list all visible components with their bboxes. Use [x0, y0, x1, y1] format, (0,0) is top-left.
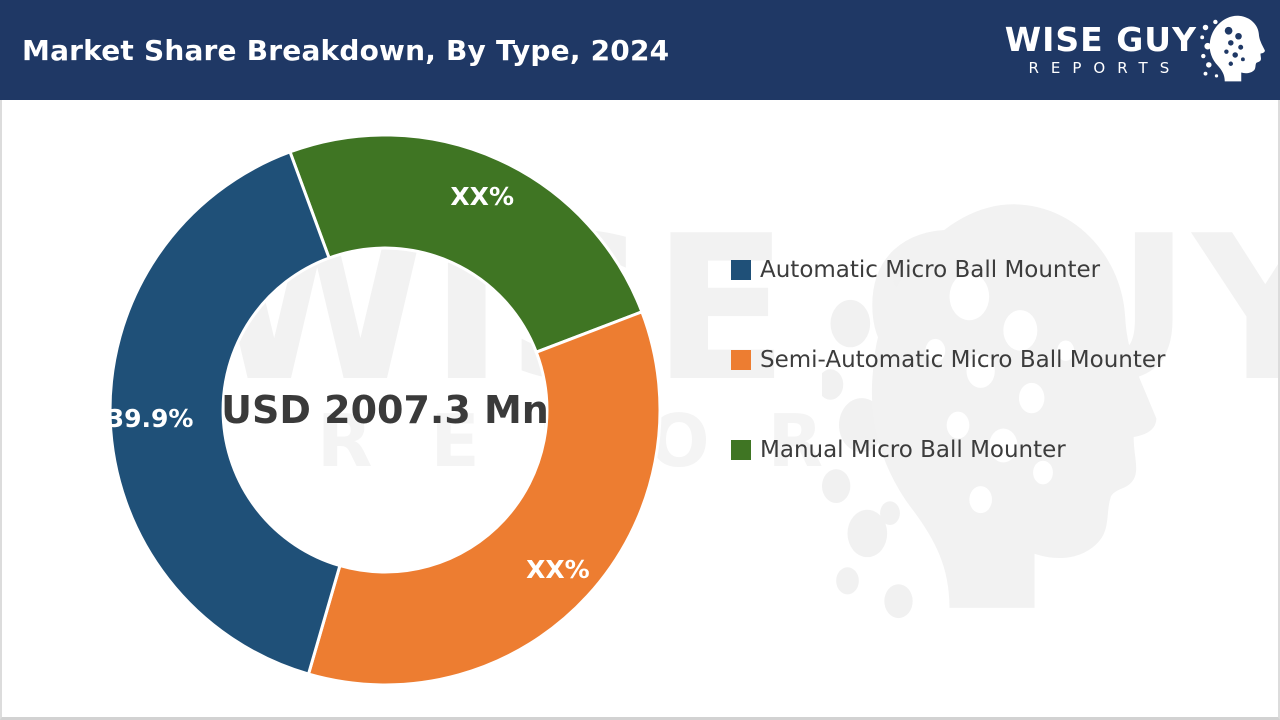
slice-percentage-label: 39.9%	[107, 404, 194, 433]
watermark-face-icon	[822, 204, 1157, 619]
header-bar: Market Share Breakdown, By Type, 2024 WI…	[0, 0, 1280, 100]
logo-name: WISE GUY	[1004, 20, 1197, 60]
donut-slice	[307, 310, 662, 687]
legend-label: Automatic Micro Ball Mounter	[760, 257, 1101, 283]
logo-subtitle: REPORTS	[1028, 58, 1182, 77]
donut-slice	[288, 133, 644, 354]
legend-swatch	[731, 440, 751, 460]
wise-guy-reports-logo: WISE GUY REPORTS	[1005, 7, 1266, 93]
donut-slice	[108, 150, 342, 676]
legend-item: Semi-Automatic Micro Ball Mounter	[731, 347, 1165, 373]
legend-label: Semi-Automatic Micro Ball Mounter	[760, 347, 1166, 373]
legend-item: Manual Micro Ball Mounter	[731, 437, 1066, 463]
slice-percentage-label: XX%	[450, 182, 514, 211]
page-title: Market Share Breakdown, By Type, 2024	[22, 33, 670, 67]
legend-swatch	[731, 260, 751, 280]
legend-item: Automatic Micro Ball Mounter	[731, 257, 1100, 283]
chart-center-value: USD 2007.3 Mn	[221, 388, 549, 432]
slice-percentage-label: XX%	[526, 555, 590, 584]
donut-chart: XX% XX% 39.9%	[107, 133, 662, 687]
chart-area: WISE GUY REPORTS XX% XX% 39.9% USD 2007.3 …	[0, 100, 1280, 720]
logo-face-icon	[1200, 15, 1265, 82]
logo-wordmark: WISE GUY REPORTS	[1005, 23, 1197, 77]
legend-swatch	[731, 350, 751, 370]
legend-label: Manual Micro Ball Mounter	[760, 437, 1066, 463]
